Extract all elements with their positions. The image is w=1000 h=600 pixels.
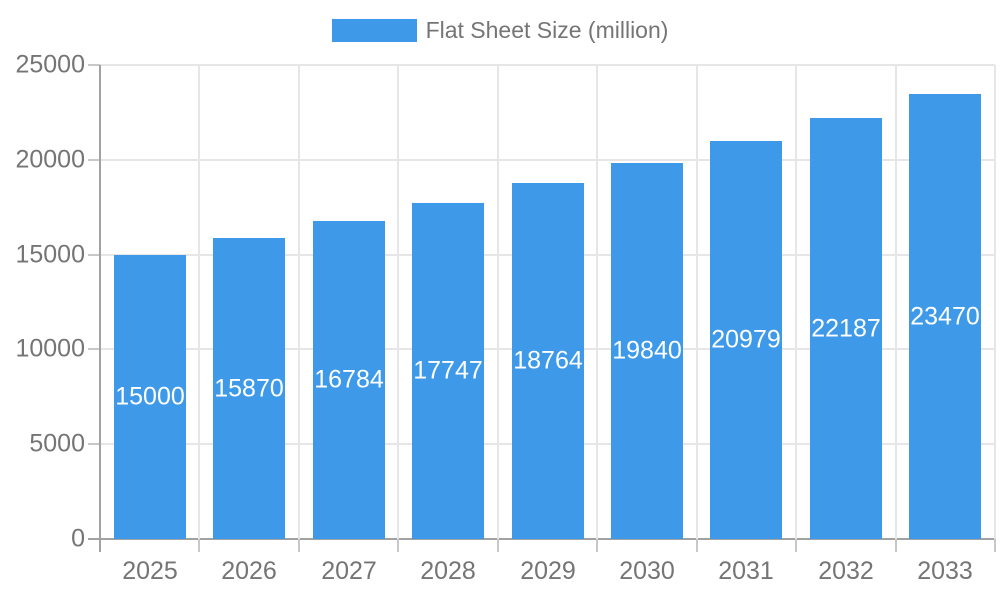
x-axis-baseline — [100, 538, 995, 540]
y-axis-line — [99, 65, 101, 539]
x-axis-tick — [994, 539, 996, 552]
y-axis-tick-label: 5000 — [29, 429, 85, 458]
x-axis-tick — [397, 539, 399, 552]
bar[interactable] — [611, 163, 683, 539]
bar-value-label: 18764 — [513, 346, 583, 375]
bar[interactable] — [313, 221, 385, 539]
y-axis-tick-label: 10000 — [15, 334, 85, 363]
x-axis-tick-label: 2028 — [420, 557, 476, 585]
bar[interactable] — [909, 94, 981, 539]
x-axis-tick-label: 2032 — [818, 557, 874, 585]
y-axis-tick — [88, 254, 100, 256]
x-axis-tick — [596, 539, 598, 552]
gridline-vertical — [895, 65, 897, 539]
gridline-vertical — [696, 65, 698, 539]
gridline-vertical — [596, 65, 598, 539]
x-axis-tick-label: 2033 — [917, 557, 973, 585]
y-axis-tick-label: 25000 — [15, 50, 85, 79]
bar[interactable] — [810, 118, 882, 539]
bar-value-label: 15000 — [115, 382, 185, 411]
x-axis-tick-label: 2026 — [221, 557, 277, 585]
bar[interactable] — [412, 203, 484, 539]
gridline-vertical — [397, 65, 399, 539]
x-axis-tick-label: 2027 — [321, 557, 377, 585]
x-axis-tick — [298, 539, 300, 552]
gridline-vertical — [198, 65, 200, 539]
bar-value-label: 22187 — [811, 314, 881, 343]
bar-value-label: 23470 — [910, 302, 980, 331]
x-axis-tick — [497, 539, 499, 552]
bar[interactable] — [512, 183, 584, 539]
legend[interactable]: Flat Sheet Size (million) — [0, 17, 1000, 44]
y-axis-tick-label: 15000 — [15, 240, 85, 269]
bar-value-label: 20979 — [711, 325, 781, 354]
bar[interactable] — [710, 141, 782, 539]
x-axis-tick — [696, 539, 698, 552]
y-axis-tick — [88, 443, 100, 445]
x-axis-tick-label: 2030 — [619, 557, 675, 585]
gridline-vertical — [298, 65, 300, 539]
y-axis-tick — [88, 159, 100, 161]
bar-value-label: 19840 — [612, 336, 682, 365]
bar-value-label: 17747 — [413, 356, 483, 385]
y-axis-tick-label: 20000 — [15, 145, 85, 174]
gridline-vertical — [795, 65, 797, 539]
legend-label: Flat Sheet Size (million) — [425, 17, 669, 43]
x-axis-tick — [795, 539, 797, 552]
bar[interactable] — [114, 255, 186, 539]
x-axis-tick-label: 2029 — [520, 557, 576, 585]
x-axis-tick-label: 2031 — [718, 557, 774, 585]
gridline-vertical — [497, 65, 499, 539]
gridline-vertical — [994, 65, 996, 539]
x-axis-tick — [895, 539, 897, 552]
legend-swatch — [331, 19, 417, 42]
bar-value-label: 16784 — [314, 365, 384, 394]
gridline-horizontal — [100, 64, 995, 66]
x-axis-tick — [198, 539, 200, 552]
y-axis-tick-label: 0 — [71, 524, 85, 553]
gridline-horizontal — [100, 159, 995, 161]
bar-value-label: 15870 — [214, 374, 284, 403]
x-axis-tick-label: 2025 — [122, 557, 178, 585]
y-axis-tick — [88, 538, 100, 540]
y-axis-tick — [88, 64, 100, 66]
x-axis-tick — [99, 539, 101, 552]
y-axis-tick — [88, 348, 100, 350]
bar[interactable] — [213, 238, 285, 539]
